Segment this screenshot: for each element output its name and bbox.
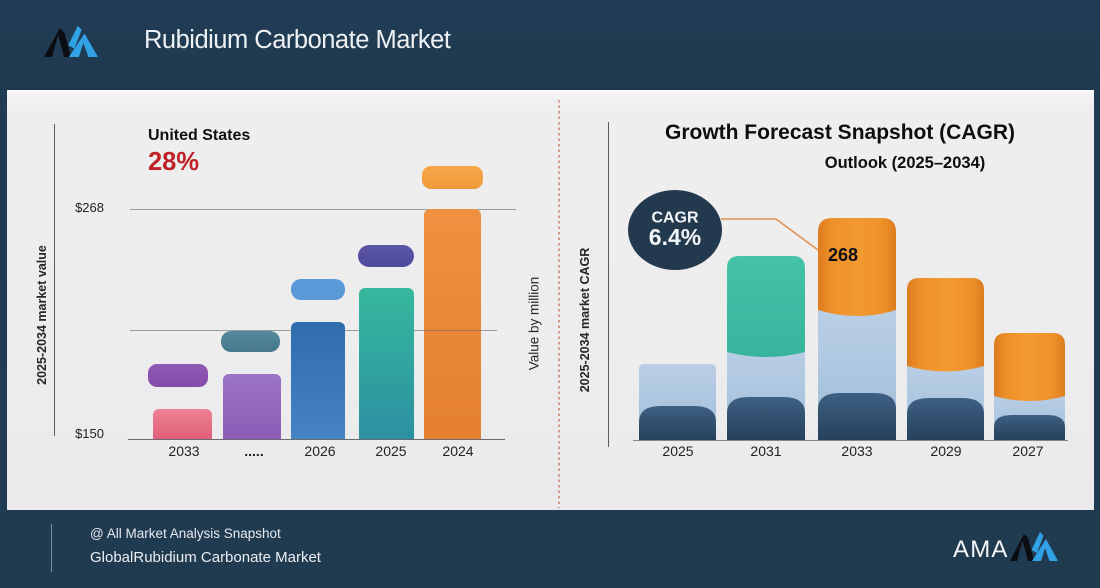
svg-text:CAGR: CAGR xyxy=(651,210,699,227)
svg-text:6.4%: 6.4% xyxy=(649,224,701,250)
